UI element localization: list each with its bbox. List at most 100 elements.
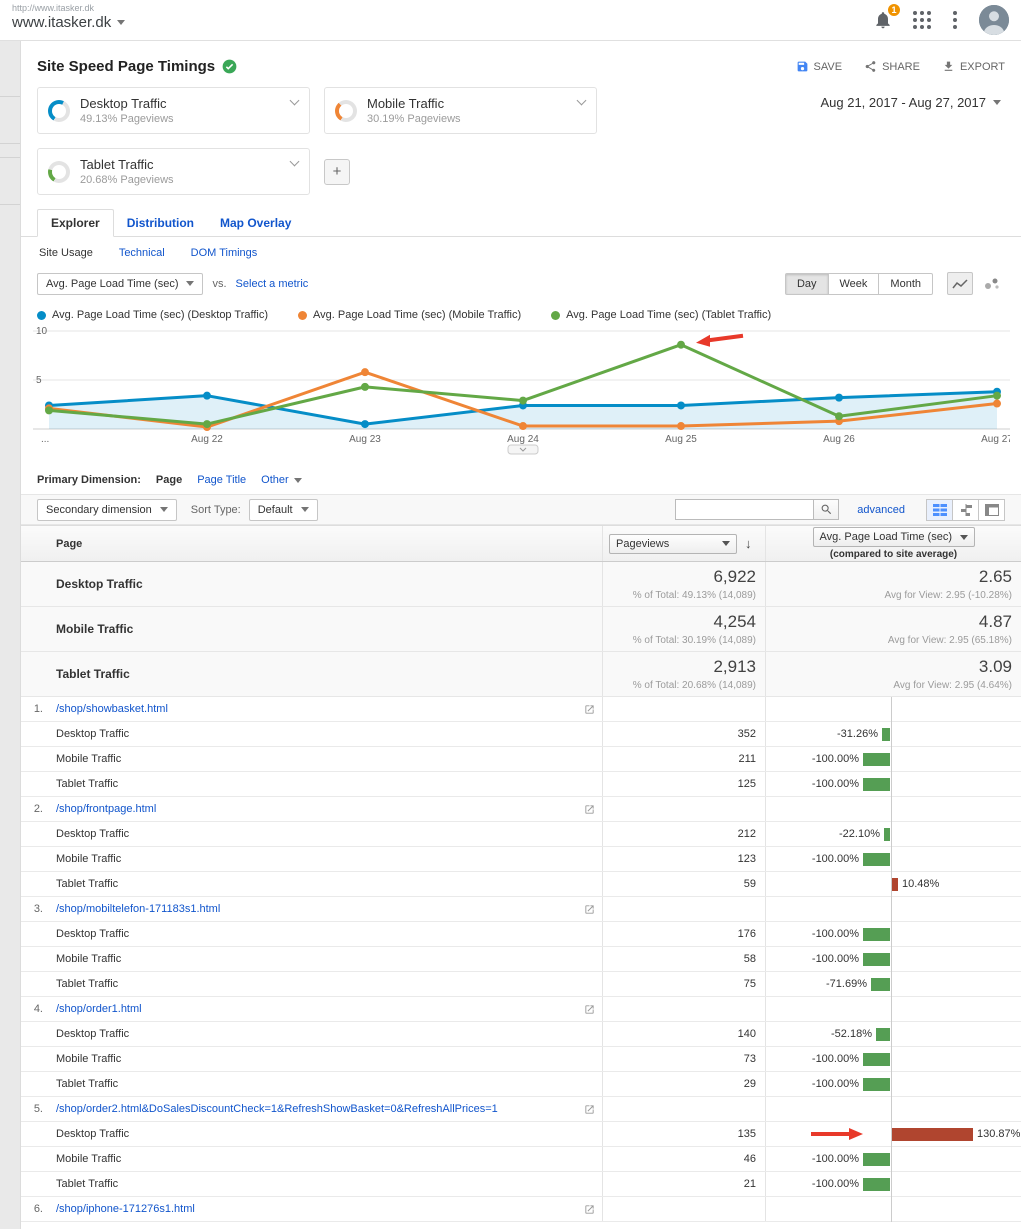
comparison-view-button[interactable]	[952, 498, 979, 521]
segment-row-tablet-traffic: Tablet Traffic 125 -100.00%	[21, 772, 1021, 797]
comparison-value: -100.00%	[811, 853, 859, 865]
header-index-cell	[21, 526, 47, 561]
share-label: SHARE	[882, 60, 920, 73]
segment-name: Tablet Traffic	[80, 157, 154, 172]
tab-explorer[interactable]: Explorer	[37, 209, 114, 237]
sort-type-dropdown[interactable]: Default	[248, 498, 318, 521]
row-gutter-cell	[21, 772, 47, 796]
segment-label: Mobile Traffic	[56, 753, 122, 765]
metric-toolbar: Avg. Page Load Time (sec) vs. Select a m…	[21, 268, 1021, 301]
segment-label: Tablet Traffic	[56, 778, 119, 790]
dimension-option-page[interactable]: Page	[156, 474, 182, 486]
table-grid-icon	[932, 503, 947, 516]
sort-desc-icon[interactable]: ↓	[745, 536, 752, 551]
save-button[interactable]: SAVE	[796, 60, 842, 73]
summary-rows: Desktop Traffic 6,922 % of Total: 49.13% (…	[21, 562, 1021, 697]
overflow-menu-icon[interactable]	[951, 9, 959, 31]
segment-label-cell: Mobile Traffic	[47, 1147, 602, 1171]
pageviews-note: % of Total: 30.19% (14,089)	[632, 635, 756, 646]
summary-metric-cell: 2.65 Avg for View: 2.95 (-10.28%)	[765, 562, 1021, 606]
tab-distribution[interactable]: Distribution	[126, 216, 195, 230]
granularity-month[interactable]: Month	[878, 272, 933, 295]
notifications-button[interactable]: 1	[873, 3, 901, 30]
dimension-option-other[interactable]: Other	[261, 474, 302, 486]
pageviews-cell	[602, 697, 765, 721]
share-button[interactable]: SHARE	[864, 60, 920, 73]
avatar[interactable]	[979, 5, 1009, 35]
segment-label-cell: Desktop Traffic	[47, 1022, 602, 1046]
metric-column-select[interactable]: Avg. Page Load Time (sec)	[812, 527, 975, 547]
metric-cell	[765, 897, 1021, 922]
data-view-button[interactable]	[926, 498, 953, 521]
pageviews-cell	[602, 897, 765, 921]
segment-card-tablet-traffic[interactable]: Tablet Traffic 20.68% Pageviews	[37, 148, 310, 195]
open-in-new-icon[interactable]	[584, 1204, 602, 1215]
granularity-week[interactable]: Week	[827, 272, 880, 295]
page-url-link[interactable]: /shop/order2.html&DoSalesDiscountCheck=1…	[56, 1103, 498, 1115]
comparison-bar	[892, 878, 898, 891]
pageviews-value: 73	[743, 1053, 756, 1065]
segment-card-desktop-traffic[interactable]: Desktop Traffic 49.13% Pageviews	[37, 87, 310, 134]
page-url-link[interactable]: /shop/mobiltelefon-171183s1.html	[56, 903, 221, 915]
open-in-new-icon[interactable]	[584, 1004, 602, 1015]
secondary-dimension-button[interactable]: Secondary dimension	[37, 498, 177, 521]
comparison-value: -100.00%	[811, 1153, 859, 1165]
select-metric-link[interactable]: Select a metric	[235, 277, 309, 290]
segment-row-tablet-traffic: Tablet Traffic 59 10.48%	[21, 872, 1021, 897]
subtab-dom-timings[interactable]: DOM Timings	[190, 247, 258, 259]
pivot-view-button[interactable]	[978, 498, 1005, 521]
date-range-selector[interactable]: Aug 21, 2017 - Aug 27, 2017	[820, 95, 1001, 110]
pageviews-cell	[602, 1097, 765, 1121]
comparison-bar	[863, 953, 890, 966]
pageviews-column-header: Pageviews ↓	[602, 526, 765, 561]
account-selector[interactable]: www.itasker.dk	[12, 14, 126, 31]
granularity-day[interactable]: Day	[784, 272, 829, 295]
pageviews-metric-select[interactable]: Pageviews	[609, 533, 737, 554]
metric-dropdown[interactable]: Avg. Page Load Time (sec)	[37, 272, 204, 295]
comparison-axis	[891, 847, 892, 872]
open-in-new-icon[interactable]	[584, 704, 602, 715]
metric-cell	[765, 697, 1021, 722]
table-search	[675, 499, 840, 520]
segment-label-cell: Tablet Traffic	[47, 1172, 602, 1196]
svg-text:Aug 23: Aug 23	[349, 434, 381, 445]
add-segment-button[interactable]: +	[324, 158, 350, 185]
export-button[interactable]: EXPORT	[942, 60, 1005, 73]
comparison-bar	[876, 1028, 890, 1041]
open-in-new-icon[interactable]	[584, 1104, 602, 1115]
pageviews-cell: 58	[602, 947, 765, 971]
dimension-option-page-title[interactable]: Page Title	[197, 474, 246, 486]
chevron-down-icon	[117, 20, 126, 25]
page-url-link[interactable]: /shop/showbasket.html	[56, 703, 168, 715]
pageviews-cell: 73	[602, 1047, 765, 1071]
comparison-cell: -100.00%	[765, 772, 1021, 797]
page-cell: /shop/iphone-171276s1.html	[47, 1197, 602, 1221]
segment-row-mobile-traffic: Mobile Traffic 211 -100.00%	[21, 747, 1021, 772]
segments-area: Aug 21, 2017 - Aug 27, 2017 Desktop Traf…	[21, 87, 1021, 195]
export-label: EXPORT	[959, 60, 1005, 73]
page-url-link[interactable]: /shop/order1.html	[56, 1003, 142, 1015]
open-in-new-icon[interactable]	[584, 804, 602, 815]
open-in-new-icon[interactable]	[584, 904, 602, 915]
search-input[interactable]	[675, 499, 814, 520]
segment-card-mobile-traffic[interactable]: Mobile Traffic 30.19% Pageviews	[324, 87, 597, 134]
segment-row-desktop-traffic: Desktop Traffic 212 -22.10%	[21, 822, 1021, 847]
comparison-cell: -100.00%	[765, 1072, 1021, 1097]
pageviews-value: 176	[737, 928, 756, 940]
subtab-technical[interactable]: Technical	[118, 247, 165, 259]
tab-map-overlay[interactable]: Map Overlay	[220, 216, 292, 230]
segment-row-mobile-traffic: Mobile Traffic 123 -100.00%	[21, 847, 1021, 872]
metric-total: 4.87	[978, 612, 1012, 631]
page-url-link[interactable]: /shop/frontpage.html	[56, 803, 157, 815]
granularity-toggle: Day Week Month	[784, 272, 933, 295]
apps-grid-icon[interactable]	[913, 11, 931, 29]
page-url-link[interactable]: /shop/iphone-171276s1.html	[56, 1203, 195, 1215]
search-button[interactable]	[813, 499, 840, 520]
comparison-bar	[863, 1153, 890, 1166]
report-title-text: Site Speed Page Timings	[37, 58, 216, 75]
motion-chart-toggle[interactable]	[979, 272, 1005, 295]
line-chart-toggle[interactable]	[947, 272, 973, 295]
subtab-site-usage[interactable]: Site Usage	[39, 247, 93, 259]
sort-type-label: Sort Type:	[190, 503, 241, 516]
advanced-search-link[interactable]: advanced	[857, 503, 905, 516]
